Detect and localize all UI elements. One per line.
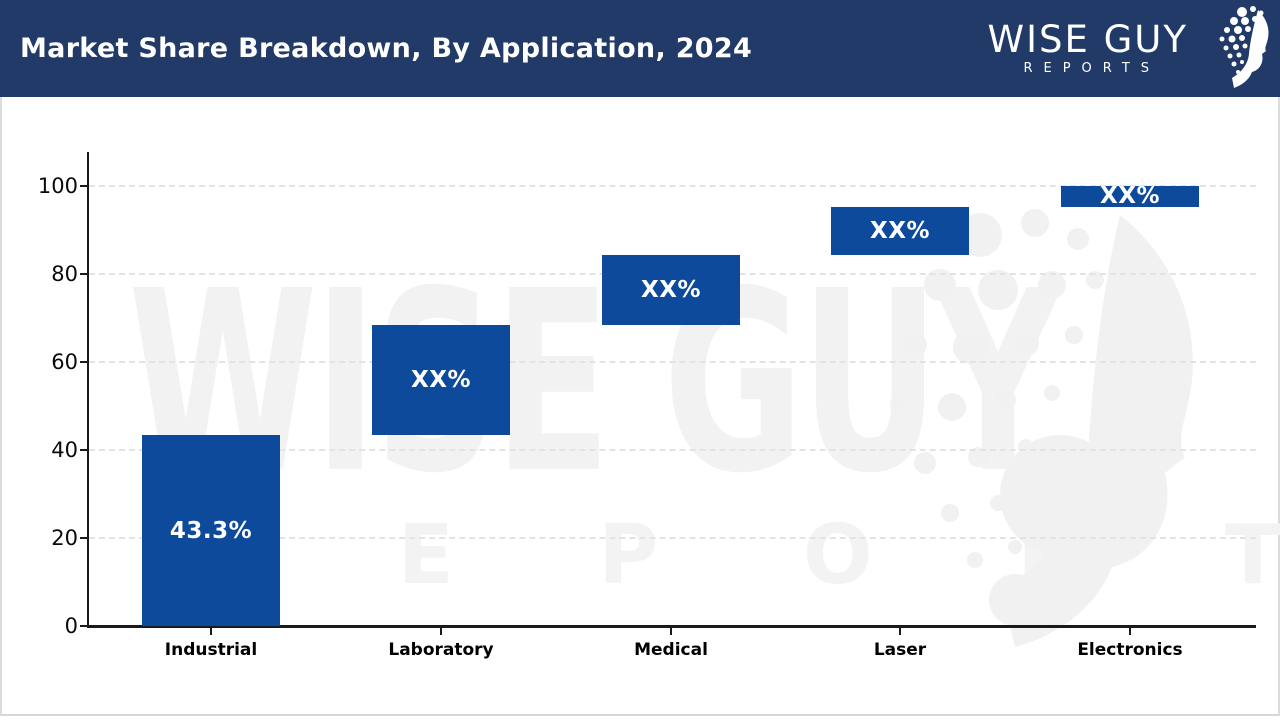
gridline-100	[89, 185, 1256, 187]
gridline-20	[89, 537, 1256, 539]
bar-medical: XX%	[602, 254, 740, 326]
x-axis-tickmark	[210, 626, 212, 635]
gridline-40	[89, 449, 1256, 451]
y-axis-tick-label: 60	[51, 350, 78, 374]
x-axis-tickmark	[1129, 626, 1131, 635]
x-axis-category-label: Industrial	[164, 640, 258, 660]
y-axis-tick-label: 40	[51, 438, 78, 462]
bar-industrial: 43.3%	[142, 435, 280, 626]
bar-value-label: XX%	[869, 217, 930, 244]
bar-laser: XX%	[831, 206, 969, 255]
y-axis-tickmark	[80, 537, 89, 539]
bar-value-label: XX%	[1099, 183, 1160, 210]
y-axis-tickmark	[80, 449, 89, 451]
y-axis-tick-label: 20	[51, 526, 78, 550]
y-axis-tickmark	[80, 625, 89, 627]
x-axis-category-label: Medical	[634, 640, 708, 660]
y-axis-tick-label: 0	[64, 614, 78, 638]
x-axis-category-label: Electronics	[1077, 640, 1183, 660]
bar-value-label: XX%	[410, 367, 471, 394]
y-axis-line	[87, 152, 89, 628]
y-axis-tickmark	[80, 273, 89, 275]
wise-guy-logo: WISE GUY REPORTS	[988, 4, 1270, 94]
y-axis-tick-label: 100	[37, 174, 78, 198]
bar-electronics: XX%	[1061, 183, 1199, 210]
bar-value-label: XX%	[640, 277, 701, 304]
y-axis-tick-label: 80	[51, 262, 78, 286]
bar-value-label: 43.3%	[169, 517, 253, 544]
gridline-60	[89, 361, 1256, 363]
x-axis-category-label: Laser	[873, 640, 927, 660]
logo-text: WISE GUY REPORTS	[987, 18, 1188, 76]
x-axis-tickmark	[670, 626, 672, 635]
x-axis-category-label: Laboratory	[388, 640, 494, 660]
logo-wordmark: WISE GUY	[987, 18, 1188, 62]
logo-subtitle: REPORTS	[1023, 60, 1161, 76]
y-axis-tickmark	[80, 185, 89, 187]
dotted-head-profile-icon	[1192, 4, 1270, 94]
x-axis-tickmark	[899, 626, 901, 635]
y-axis-tickmark	[80, 361, 89, 363]
bar-laboratory: XX%	[372, 325, 510, 436]
x-axis-tickmark	[440, 626, 442, 635]
header-bar: Market Share Breakdown, By Application, …	[0, 0, 1280, 97]
page-title: Market Share Breakdown, By Application, …	[20, 33, 753, 64]
